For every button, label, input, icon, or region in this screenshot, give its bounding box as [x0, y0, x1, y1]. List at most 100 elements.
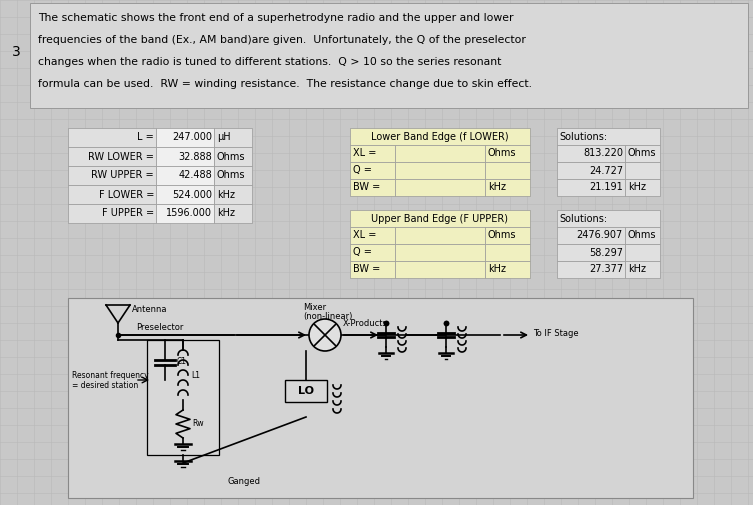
Bar	[68, 147, 156, 166]
Text: kHz: kHz	[628, 182, 646, 192]
Text: 32.888: 32.888	[178, 152, 212, 162]
Text: 58.297: 58.297	[589, 247, 623, 258]
Bar	[625, 179, 660, 196]
Text: = desired station: = desired station	[72, 380, 139, 389]
Text: Solutions:: Solutions:	[559, 131, 607, 141]
Text: Antenna: Antenna	[132, 306, 167, 315]
Text: changes when the radio is tuned to different stations.  Q > 10 so the series res: changes when the radio is tuned to diffe…	[38, 57, 501, 67]
Bar	[214, 166, 252, 185]
Text: 247.000: 247.000	[172, 132, 212, 142]
Bar	[625, 145, 660, 162]
Bar	[285, 380, 327, 402]
Text: L1: L1	[191, 371, 200, 379]
Bar	[557, 244, 625, 261]
Text: LO: LO	[298, 386, 314, 396]
Bar	[485, 244, 530, 261]
Text: kHz: kHz	[488, 182, 506, 192]
Text: Mixer: Mixer	[303, 302, 326, 312]
Bar	[395, 162, 485, 179]
Bar	[350, 145, 395, 162]
Text: BW =: BW =	[353, 182, 380, 192]
Text: F LOWER =: F LOWER =	[99, 189, 154, 199]
Text: Ganged: Ganged	[228, 477, 261, 485]
Text: Ohms: Ohms	[488, 148, 517, 159]
Text: C1: C1	[177, 358, 187, 367]
Bar	[557, 179, 625, 196]
Text: X-Products: X-Products	[343, 319, 388, 328]
Bar	[350, 227, 395, 244]
Bar	[485, 261, 530, 278]
Bar	[625, 261, 660, 278]
Text: kHz: kHz	[628, 265, 646, 275]
Circle shape	[309, 319, 341, 351]
Bar	[350, 179, 395, 196]
Bar	[625, 162, 660, 179]
Text: The schematic shows the front end of a superhetrodyne radio and the upper and lo: The schematic shows the front end of a s…	[38, 13, 514, 23]
Text: 21.191: 21.191	[590, 182, 623, 192]
Text: Lower Band Edge (f LOWER): Lower Band Edge (f LOWER)	[371, 131, 509, 141]
Bar	[350, 244, 395, 261]
Bar	[147, 340, 219, 455]
Text: Upper Band Edge (F UPPER): Upper Band Edge (F UPPER)	[371, 214, 508, 224]
Text: L =: L =	[137, 132, 154, 142]
Bar	[214, 128, 252, 147]
Text: kHz: kHz	[488, 265, 506, 275]
Bar	[68, 166, 156, 185]
Bar	[557, 128, 660, 145]
Bar	[395, 145, 485, 162]
Bar	[68, 298, 693, 498]
Text: Preselector: Preselector	[136, 323, 184, 332]
Bar	[350, 128, 530, 145]
Bar	[68, 204, 156, 223]
Bar	[156, 185, 214, 204]
Text: BW =: BW =	[353, 265, 380, 275]
Bar	[557, 227, 625, 244]
Bar	[395, 179, 485, 196]
Text: formula can be used.  RW = winding resistance.  The resistance change due to ski: formula can be used. RW = winding resist…	[38, 79, 532, 89]
Text: 3: 3	[11, 45, 20, 59]
Text: μH: μH	[217, 132, 230, 142]
Text: Q =: Q =	[353, 166, 372, 176]
Bar	[156, 128, 214, 147]
Text: Ohms: Ohms	[488, 230, 517, 240]
Bar	[214, 204, 252, 223]
Text: kHz: kHz	[217, 189, 235, 199]
Text: Ohms: Ohms	[217, 171, 245, 180]
Bar	[485, 145, 530, 162]
Bar	[68, 185, 156, 204]
Text: Ohms: Ohms	[217, 152, 245, 162]
Text: RW UPPER =: RW UPPER =	[91, 171, 154, 180]
Bar	[625, 227, 660, 244]
Bar	[68, 128, 156, 147]
Text: Ohms: Ohms	[628, 148, 657, 159]
Text: Ohms: Ohms	[628, 230, 657, 240]
Text: 27.377: 27.377	[589, 265, 623, 275]
Bar	[30, 3, 748, 108]
Bar	[557, 162, 625, 179]
Text: 813.220: 813.220	[583, 148, 623, 159]
Text: XL =: XL =	[353, 230, 376, 240]
Bar	[350, 261, 395, 278]
Text: XL =: XL =	[353, 148, 376, 159]
Bar	[214, 185, 252, 204]
Bar	[156, 147, 214, 166]
Bar	[625, 244, 660, 261]
Text: 42.488: 42.488	[178, 171, 212, 180]
Bar	[395, 244, 485, 261]
Text: 524.000: 524.000	[172, 189, 212, 199]
Text: F UPPER =: F UPPER =	[102, 209, 154, 219]
Bar	[557, 210, 660, 227]
Text: Rw: Rw	[192, 420, 203, 429]
Text: kHz: kHz	[217, 209, 235, 219]
Text: 2476.907: 2476.907	[577, 230, 623, 240]
Bar	[395, 227, 485, 244]
Text: (non-linear): (non-linear)	[303, 312, 352, 321]
Text: 24.727: 24.727	[589, 166, 623, 176]
Text: Solutions:: Solutions:	[559, 214, 607, 224]
Bar	[485, 227, 530, 244]
Text: 1596.000: 1596.000	[166, 209, 212, 219]
Text: Q =: Q =	[353, 247, 372, 258]
Bar	[485, 162, 530, 179]
Bar	[156, 166, 214, 185]
Bar	[485, 179, 530, 196]
